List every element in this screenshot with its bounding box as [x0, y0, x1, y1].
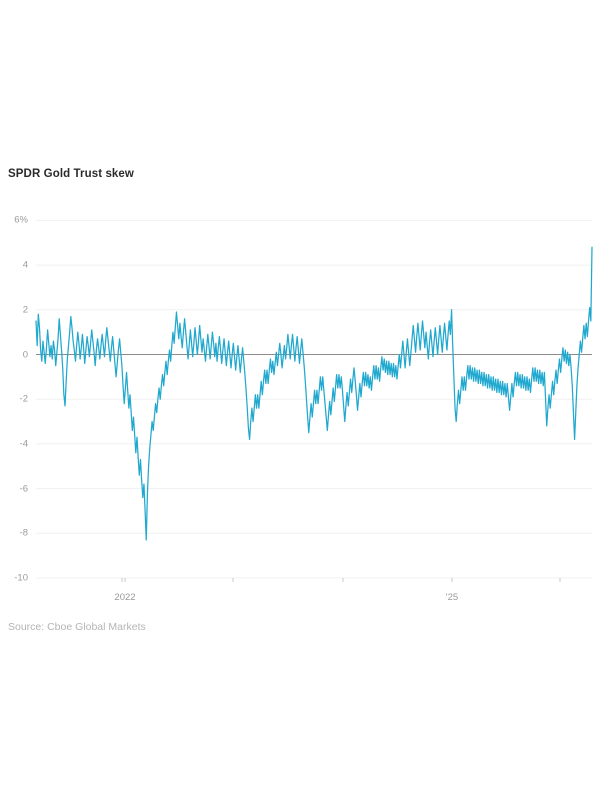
chart-title: SPDR Gold Trust skew: [8, 168, 134, 180]
y-tick-label: -10: [14, 572, 28, 584]
x-tick-label: '25: [445, 592, 459, 603]
source-note: Source: Cboe Global Markets: [8, 621, 146, 633]
series-line: [35, 246, 593, 541]
x-axis-ticks-group: [121, 578, 561, 582]
y-tick-label: 6%: [14, 214, 28, 226]
y-tick-label: 0: [22, 349, 28, 360]
x-tick-label: 2022: [114, 592, 136, 603]
y-tick-label: -4: [19, 438, 28, 450]
data-series-group: [35, 246, 593, 541]
y-tick-label: -2: [19, 393, 28, 405]
y-tick-label: 2: [22, 304, 28, 316]
y-tick-label: -8: [19, 527, 28, 539]
y-tick-label: 4: [22, 259, 28, 271]
y-tick-label: -6: [19, 483, 28, 495]
